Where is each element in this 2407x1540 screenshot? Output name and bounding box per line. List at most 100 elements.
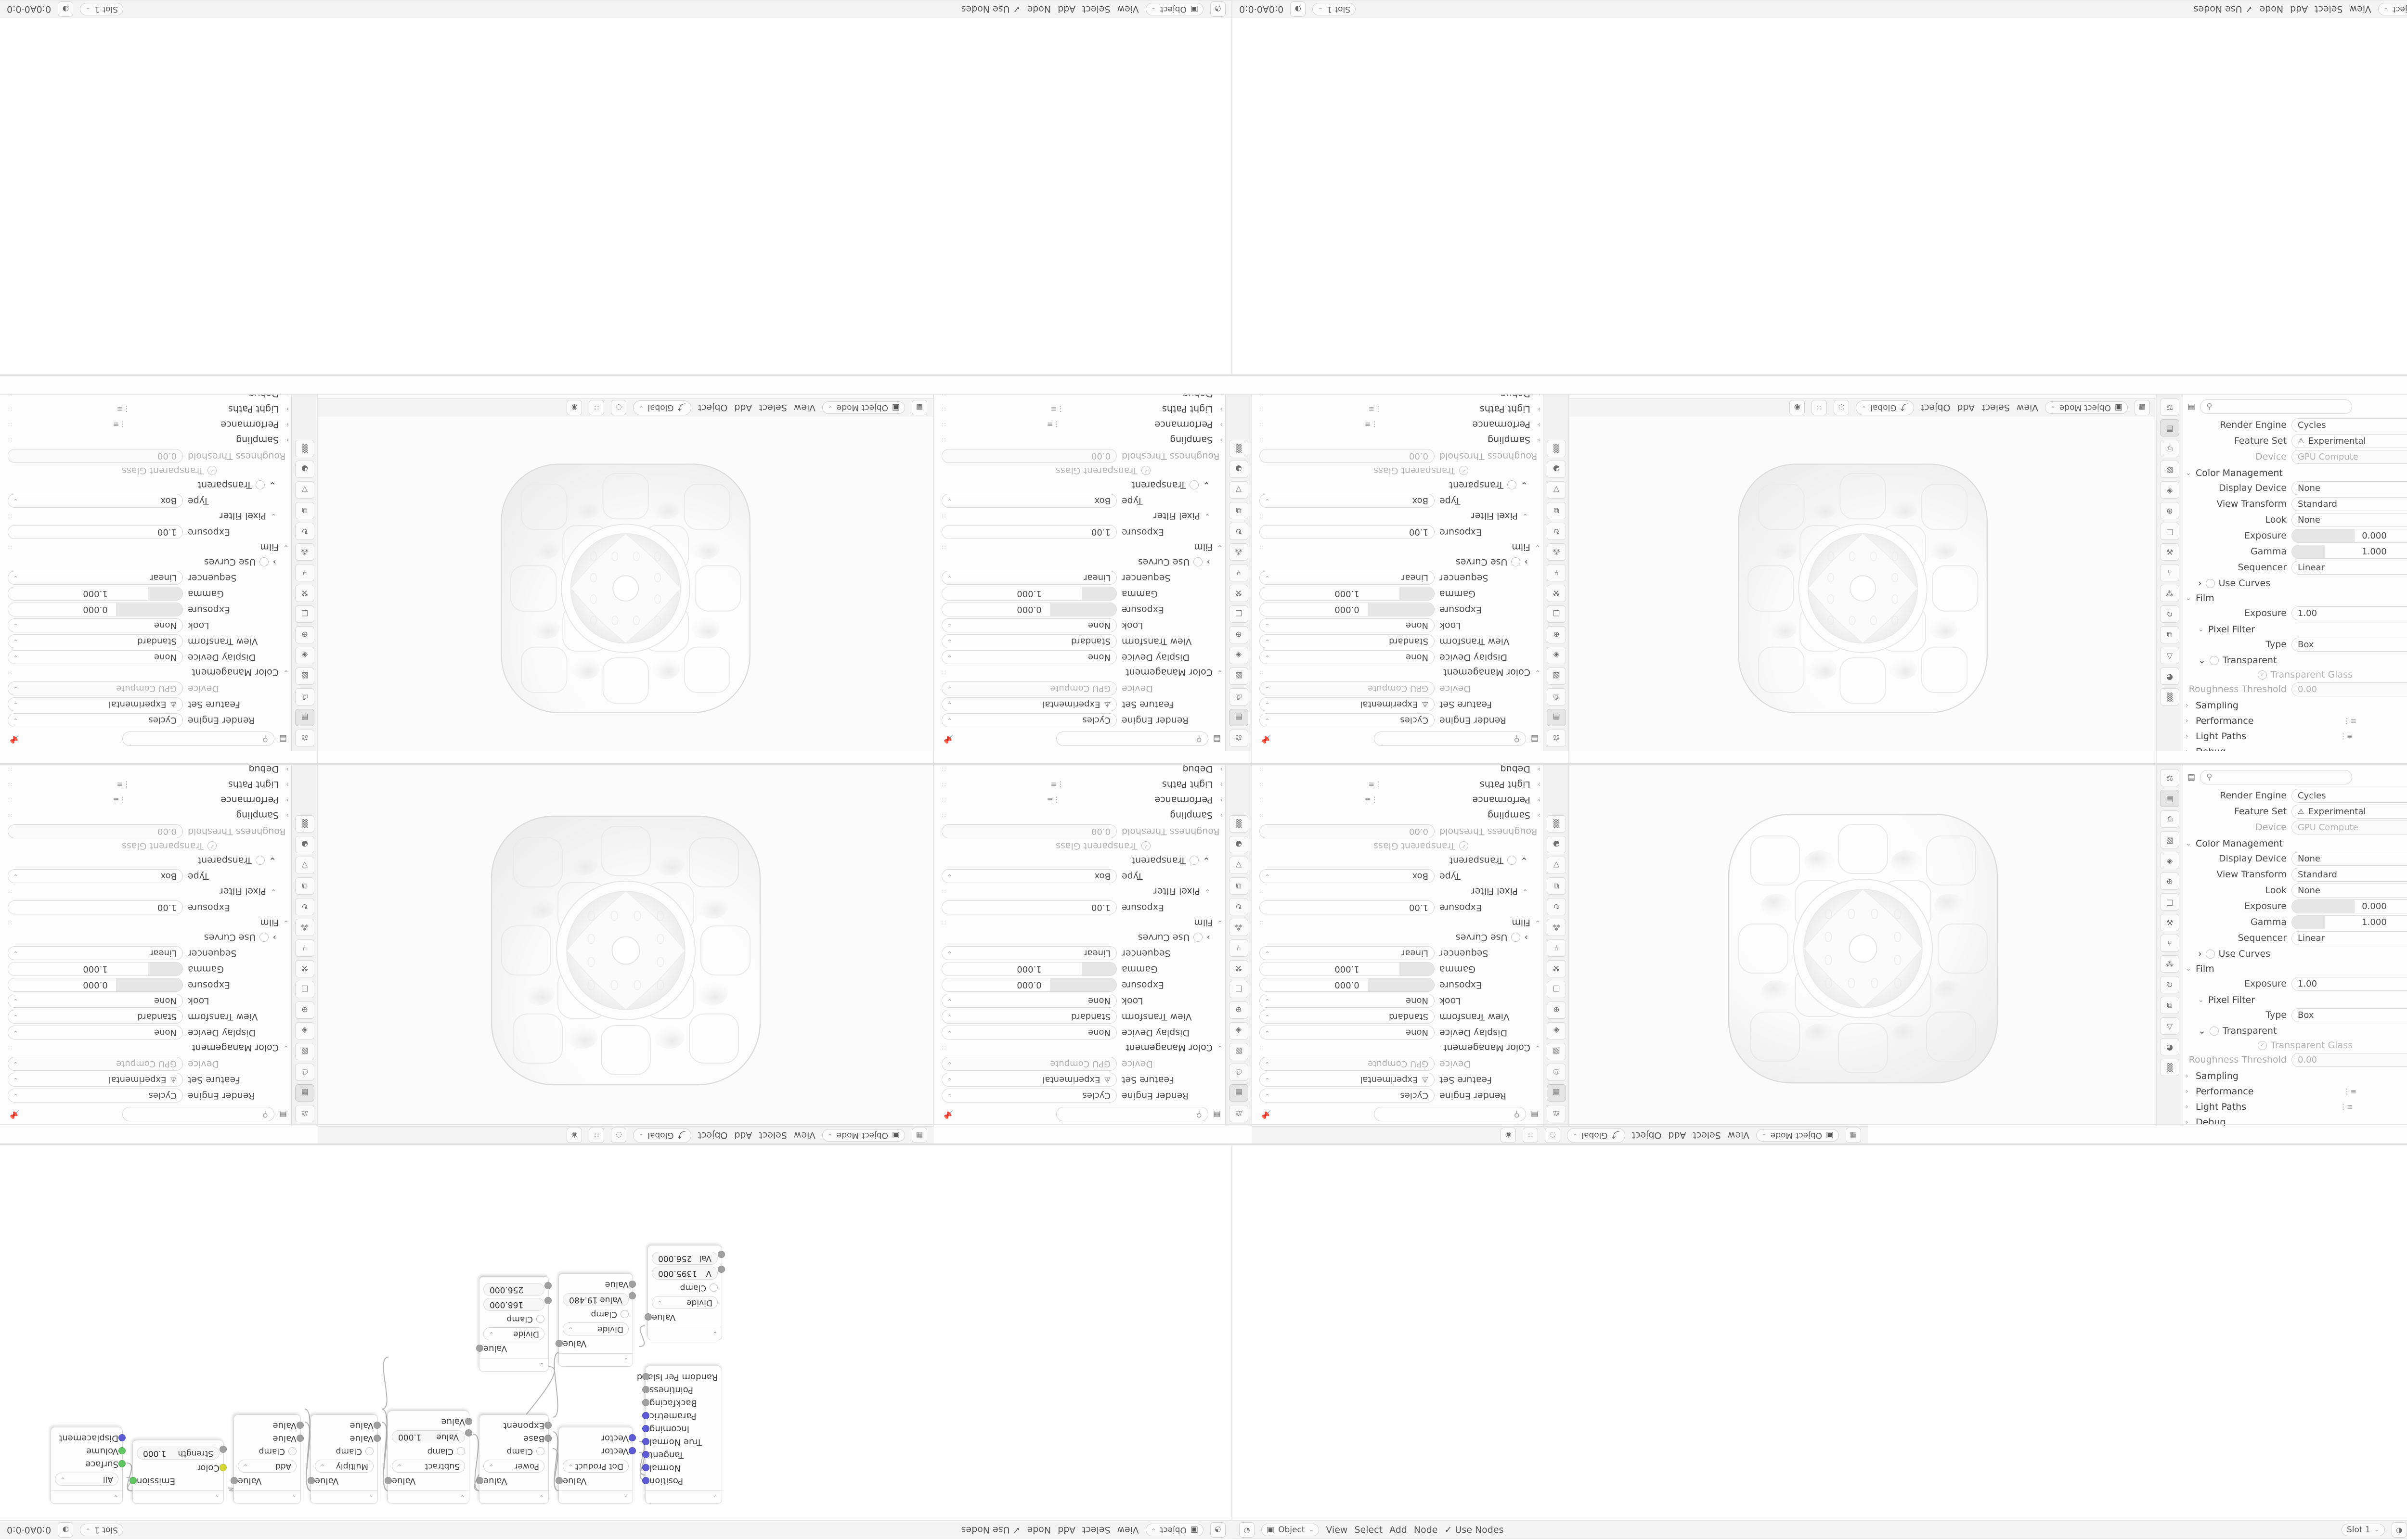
subtract-output-value-dot[interactable] <box>385 1477 392 1484</box>
feature-set-field[interactable]: ⚠Experimental ⌄ <box>8 1073 183 1087</box>
display-device-field[interactable]: None⌄ <box>2291 851 2407 866</box>
math-operation-dropdown[interactable]: Divide ⌄ <box>652 1296 718 1309</box>
checkbox-circle-icon[interactable] <box>536 1447 544 1456</box>
feature-set-field[interactable]: ⚠Experimental ⌄ <box>8 697 183 712</box>
slot-dropdown[interactable]: Slot 1 ⌄ <box>80 1524 124 1537</box>
properties-tab-particles[interactable]: ⁂ <box>2160 955 2179 973</box>
shader-node-subtract[interactable]: ⌄ Value Subtract ⌄ Clamp Value 1.000 Value <box>385 1411 472 1504</box>
properties-tab-data[interactable]: ▽ <box>1229 857 1248 874</box>
render-engine-field[interactable]: Cycles ⌄ <box>942 713 1117 728</box>
divide-a-clamp[interactable]: Clamp <box>563 1308 629 1321</box>
properties-tab-tool[interactable]: ⚖ <box>2160 769 2179 786</box>
triangle-down-icon[interactable]: ⌄ <box>2186 469 2191 477</box>
transparent-glass-toggle[interactable]: ✓ Transparent Glass <box>8 463 289 478</box>
triangle-right-icon[interactable]: › <box>2186 1072 2188 1080</box>
roughness-threshold-field[interactable]: 0.00 <box>8 449 183 463</box>
properties-tab-tool[interactable]: ⚖ <box>2160 398 2179 416</box>
collapse-triangle-icon[interactable]: ⌄ <box>623 1493 629 1501</box>
slot-dropdown[interactable]: Slot 1 ⌄ <box>1312 3 1356 16</box>
collapsed-section-debug[interactable]: › Debug ∷ <box>942 395 1223 401</box>
shader-node-dot[interactable]: ⌄ Value Dot Product ⌄ Vector Vector <box>556 1427 636 1504</box>
sequencer-field[interactable]: Linear ⌄ <box>8 571 183 585</box>
triangle-down-icon[interactable]: ⌄ <box>269 855 276 866</box>
triangle-down-icon[interactable]: ⌄ <box>283 1044 289 1052</box>
checkbox-circle-icon[interactable] <box>259 557 269 567</box>
triangle-down-icon[interactable]: ⌄ <box>271 512 276 520</box>
properties-tab-physics[interactable]: ↻ <box>2160 605 2179 623</box>
list-icon[interactable]: ⋮≡ <box>113 420 127 429</box>
properties-tab-object[interactable]: ⚒ <box>2160 914 2179 931</box>
device-field[interactable]: GPU Compute⌄ <box>2291 820 2407 834</box>
properties-tab-modifiers[interactable]: ⑂ <box>295 564 314 581</box>
triangle-right-icon[interactable]: › <box>1220 421 1223 428</box>
properties-tab-texture[interactable]: ▒ <box>1547 815 1566 833</box>
pixel-filter-section[interactable]: ⌄ Pixel Filter ∷ <box>1259 508 1540 524</box>
properties-tab-view-layer[interactable]: ▧ <box>1229 667 1248 685</box>
properties-tab-material[interactable]: ◕ <box>1229 461 1248 478</box>
output-surface-dot[interactable] <box>118 1460 126 1467</box>
checkbox-circle-icon[interactable] <box>621 1310 629 1319</box>
power-input-base-dot[interactable] <box>544 1435 552 1442</box>
list-icon[interactable]: ⋮≡ <box>1368 405 1382 413</box>
pin-icon[interactable]: 📌 <box>10 734 20 744</box>
checkbox-circle-icon[interactable] <box>1511 557 1521 567</box>
color-management-section[interactable]: ⌄ Color Management ∷ <box>8 665 289 680</box>
power-input-exponent-dot[interactable] <box>544 1422 552 1429</box>
geometry-output-0-dot[interactable] <box>642 1477 649 1484</box>
use-curves-toggle[interactable]: › Use Curves <box>2186 947 2407 961</box>
list-icon[interactable]: ⋮≡ <box>116 405 130 413</box>
film-section[interactable]: ⌄Film∷ <box>2186 961 2407 976</box>
device-field[interactable]: GPU Compute⌄ <box>1259 1057 1435 1071</box>
node-menu-add[interactable]: Add <box>1058 1525 1075 1536</box>
properties-tab-output[interactable]: ⎙ <box>1229 1064 1248 1081</box>
triangle-right-icon[interactable]: › <box>1538 421 1540 428</box>
triangle-right-icon[interactable]: › <box>1538 811 1540 819</box>
shader-node-emission[interactable]: ⌄ Emission Color Strength 1.000 <box>129 1440 227 1504</box>
properties-tab-collection[interactable]: □ <box>1547 605 1566 623</box>
pin-icon[interactable]: 📌 <box>1261 734 1272 744</box>
properties-search-input[interactable]: ⚲ <box>2200 770 2353 784</box>
triangle-down-icon[interactable]: ⌄ <box>1520 855 1528 866</box>
editor-type-selector[interactable]: ◔ <box>1210 1522 1226 1538</box>
editor-type-selector[interactable]: ◔ <box>1239 1522 1255 1538</box>
properties-tab-constraints[interactable]: ⧉ <box>1229 877 1248 895</box>
sequencer-field[interactable]: Linear ⌄ <box>8 946 183 961</box>
pixel-filter-section[interactable]: ⌄ Pixel Filter ∷ <box>8 508 289 524</box>
divideB-output-value-dot[interactable] <box>476 1345 483 1352</box>
subtract-input-0[interactable]: Value 1.000 <box>392 1430 465 1443</box>
color-management-section[interactable]: ⌄ Color Management ∷ <box>942 665 1223 680</box>
roughness-threshold-field[interactable]: 0.00 <box>942 449 1117 463</box>
viewport-menu-select[interactable]: Select <box>1693 1130 1721 1141</box>
properties-tab-render[interactable]: ▤ <box>1547 1084 1566 1102</box>
viewport-menu-object[interactable]: Object <box>1631 1130 1662 1141</box>
list-icon[interactable]: ⋮≡ <box>116 780 130 789</box>
divideB-input-1-socket[interactable] <box>544 1282 552 1289</box>
triangle-down-icon[interactable]: ⌄ <box>1535 543 1540 551</box>
properties-tab-physics[interactable]: ↻ <box>295 523 314 540</box>
output-volume-dot[interactable] <box>118 1447 126 1454</box>
device-field[interactable]: GPU Compute⌄ <box>1259 681 1435 696</box>
properties-tab-render[interactable]: ▤ <box>1547 709 1566 726</box>
proportional-editing-icon[interactable]: ∷ <box>589 400 605 416</box>
properties-tab-world[interactable]: ⊕ <box>2160 873 2179 890</box>
node-menu-node[interactable]: Node <box>1027 4 1051 15</box>
node-header[interactable]: ⌄ <box>559 1353 633 1366</box>
node-header[interactable]: ⌄ <box>51 1490 122 1503</box>
film-exposure-field[interactable]: 1.00 <box>8 900 183 915</box>
proportional-editing-icon[interactable]: ∷ <box>1523 1128 1539 1143</box>
properties-tab-object[interactable]: ⚒ <box>295 585 314 602</box>
triangle-right-icon[interactable]: › <box>2186 732 2188 740</box>
shader-node-divideB[interactable]: ⌄ Value Divide ⌄ Clamp 168.000 256.000 <box>476 1276 552 1372</box>
node-menu-view[interactable]: View <box>2349 4 2371 15</box>
editor-type-selector[interactable]: ▦ <box>1846 1128 1861 1143</box>
sequencer-field[interactable]: Linear ⌄ <box>942 571 1117 585</box>
shader-node-divideA[interactable]: ⌄ Value Divide ⌄ Clamp Value 19.480 Value <box>556 1273 636 1367</box>
properties-tab-constraints[interactable]: ⧉ <box>2160 997 2179 1014</box>
properties-tab-tool[interactable]: ⚖ <box>295 730 314 747</box>
properties-tab-texture[interactable]: ▒ <box>295 440 314 457</box>
collapsed-section-performance[interactable]: › Performance ⋮≡ ∷ <box>1259 417 1540 432</box>
triangle-right-icon[interactable]: › <box>283 395 289 398</box>
pin-icon[interactable]: 📌 <box>10 1109 20 1119</box>
list-icon[interactable]: ⋮≡ <box>2343 1087 2357 1096</box>
collapsed-section-performance[interactable]: › Performance ⋮≡ ∷ <box>8 792 289 808</box>
